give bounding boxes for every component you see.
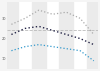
Bar <box>4 2 18 69</box>
Bar <box>60 2 73 69</box>
Bar <box>32 2 46 69</box>
Bar <box>87 2 100 69</box>
